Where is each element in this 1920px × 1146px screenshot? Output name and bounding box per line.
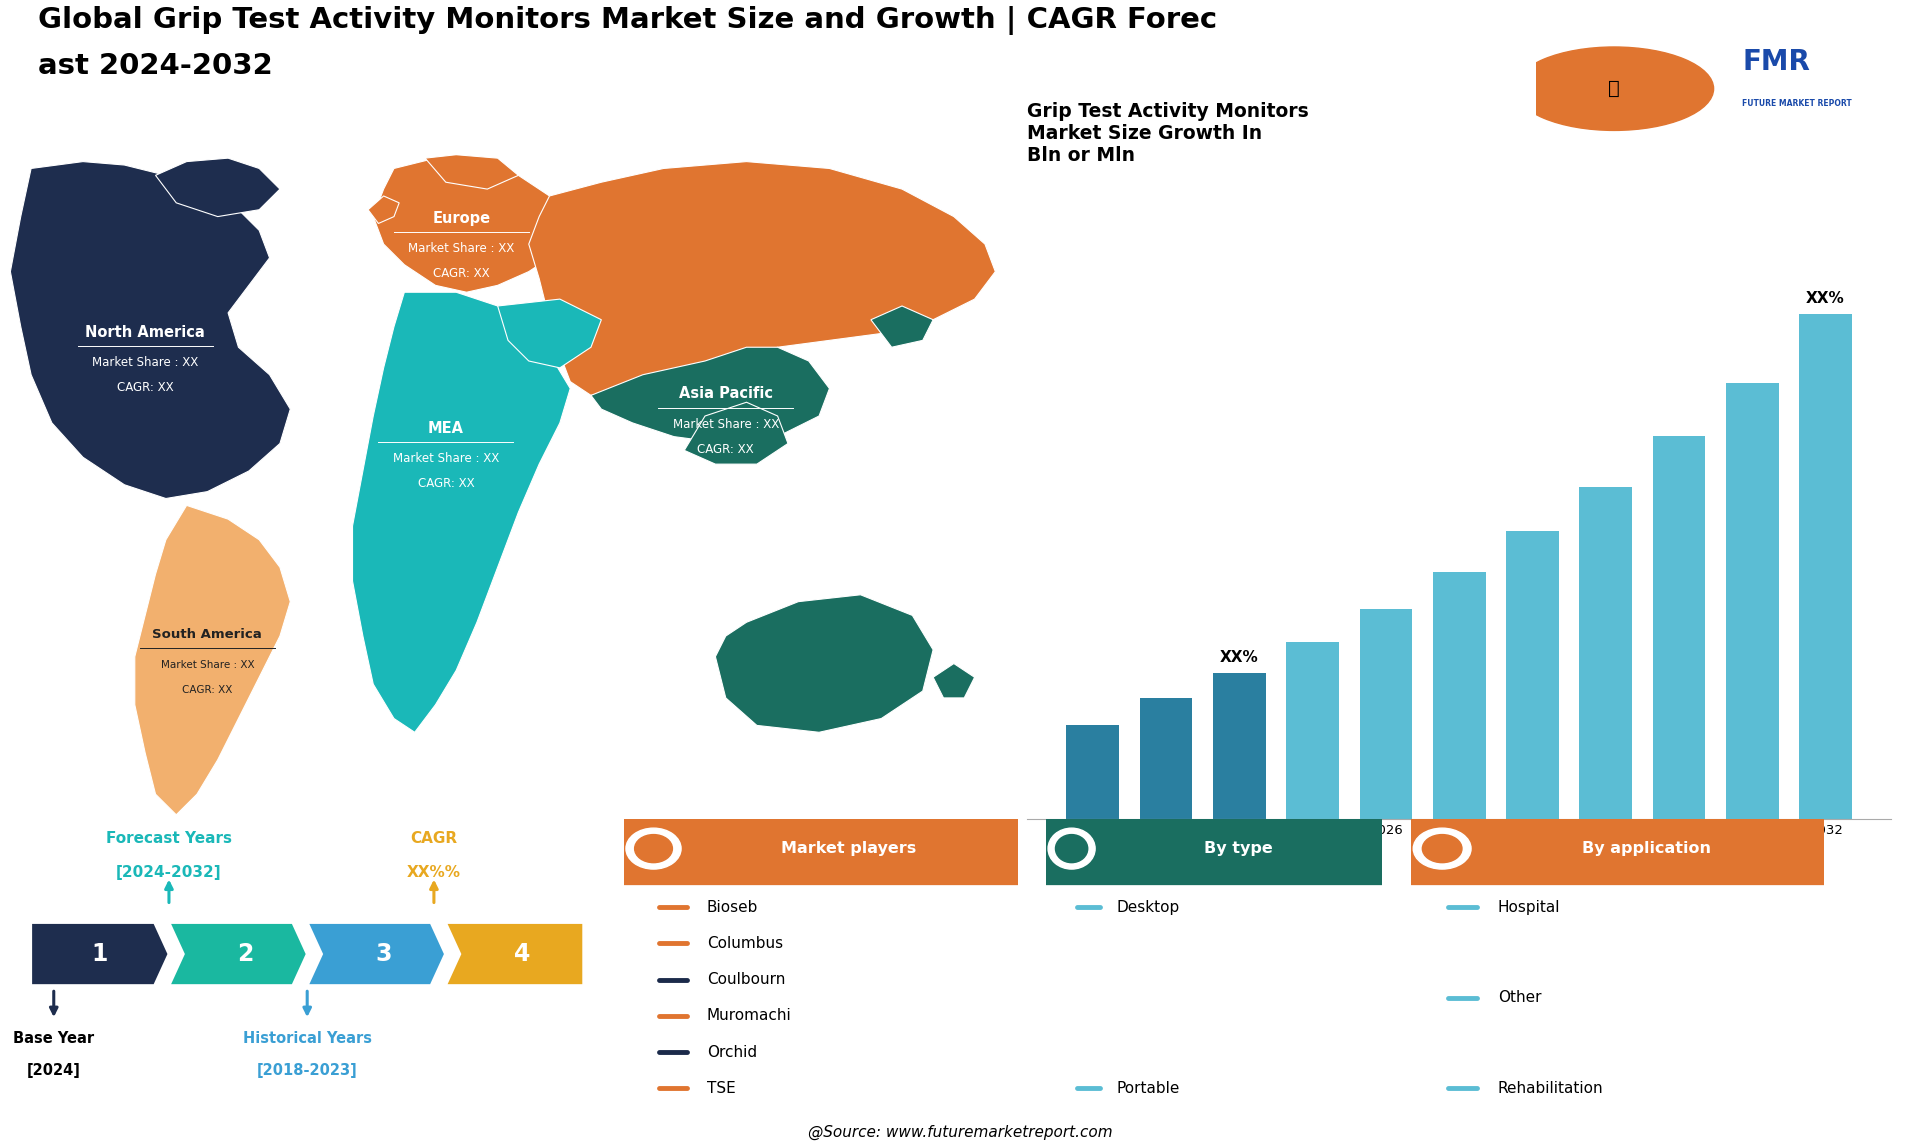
Text: TSE: TSE — [707, 1081, 735, 1096]
Bar — [1505, 531, 1559, 819]
FancyBboxPatch shape — [1402, 813, 1834, 885]
Polygon shape — [31, 923, 169, 986]
Text: Base Year: Base Year — [13, 1031, 94, 1046]
Circle shape — [626, 829, 682, 869]
Polygon shape — [307, 923, 445, 986]
Circle shape — [636, 834, 672, 863]
Polygon shape — [424, 155, 518, 189]
Polygon shape — [528, 162, 995, 395]
Text: [2024-2032]: [2024-2032] — [115, 865, 223, 880]
Text: XX%%: XX%% — [407, 865, 461, 880]
Text: 3: 3 — [374, 942, 392, 966]
Text: XX%: XX% — [1807, 291, 1845, 306]
Polygon shape — [684, 402, 787, 464]
Text: Muromachi: Muromachi — [707, 1008, 791, 1023]
Text: 4: 4 — [513, 942, 530, 966]
Text: Market players: Market players — [781, 841, 916, 856]
Text: ast 2024-2032: ast 2024-2032 — [38, 52, 273, 79]
Polygon shape — [169, 923, 307, 986]
Text: By application: By application — [1582, 841, 1711, 856]
FancyBboxPatch shape — [620, 878, 1021, 1115]
Text: North America: North America — [84, 324, 205, 339]
FancyBboxPatch shape — [614, 813, 1027, 885]
Polygon shape — [372, 158, 570, 292]
Text: Europe: Europe — [432, 211, 490, 226]
Text: Market Share : XX: Market Share : XX — [409, 243, 515, 256]
Text: Asia Pacific: Asia Pacific — [680, 386, 772, 401]
Bar — [1140, 698, 1192, 819]
Text: FUTURE MARKET REPORT: FUTURE MARKET REPORT — [1741, 99, 1851, 108]
Bar — [1799, 314, 1853, 819]
Text: Historical Years: Historical Years — [242, 1031, 372, 1046]
Bar — [1286, 642, 1338, 819]
Text: CAGR: XX: CAGR: XX — [182, 684, 232, 694]
Text: Market Share : XX: Market Share : XX — [672, 418, 780, 431]
Text: Market Share : XX: Market Share : XX — [394, 453, 499, 465]
Text: CAGR: CAGR — [411, 831, 457, 846]
Text: Bioseb: Bioseb — [707, 900, 758, 915]
Text: Orchid: Orchid — [707, 1044, 756, 1060]
Text: Market Share : XX: Market Share : XX — [161, 660, 253, 670]
Polygon shape — [872, 306, 933, 347]
Text: By type: By type — [1204, 841, 1273, 856]
Bar — [1653, 437, 1705, 819]
Text: Grip Test Activity Monitors
Market Size Growth In
Bln or Mln: Grip Test Activity Monitors Market Size … — [1027, 102, 1309, 165]
Circle shape — [1056, 834, 1089, 863]
Circle shape — [1048, 829, 1094, 869]
Polygon shape — [353, 292, 570, 732]
Bar — [1580, 487, 1632, 819]
Text: Portable: Portable — [1117, 1081, 1181, 1096]
Text: Market Share : XX: Market Share : XX — [92, 356, 198, 369]
Bar — [1066, 724, 1119, 819]
Text: CAGR: XX: CAGR: XX — [417, 477, 474, 489]
Polygon shape — [445, 923, 584, 986]
Circle shape — [1413, 829, 1471, 869]
Polygon shape — [134, 505, 290, 815]
Text: 🔭: 🔭 — [1609, 79, 1620, 99]
Polygon shape — [497, 299, 601, 368]
Text: MEA: MEA — [428, 421, 465, 435]
Polygon shape — [10, 162, 290, 499]
Text: Rehabilitation: Rehabilitation — [1498, 1081, 1603, 1096]
FancyBboxPatch shape — [1407, 878, 1828, 1115]
Text: FMR: FMR — [1741, 48, 1811, 76]
Text: Coulbourn: Coulbourn — [707, 972, 785, 987]
FancyBboxPatch shape — [1523, 11, 1905, 172]
Text: [2018-2023]: [2018-2023] — [257, 1063, 357, 1078]
Text: 1: 1 — [92, 942, 108, 966]
Text: @Source: www.futuremarketreport.com: @Source: www.futuremarketreport.com — [808, 1125, 1112, 1140]
Polygon shape — [716, 595, 933, 732]
Text: Other: Other — [1498, 990, 1542, 1005]
Circle shape — [1423, 834, 1461, 863]
Polygon shape — [156, 158, 280, 217]
Polygon shape — [369, 196, 399, 223]
Bar — [1359, 610, 1413, 819]
FancyBboxPatch shape — [1039, 813, 1390, 885]
Bar — [1432, 572, 1486, 819]
Text: XX%: XX% — [1219, 650, 1260, 666]
Text: Forecast Years: Forecast Years — [106, 831, 232, 846]
Text: Global Grip Test Activity Monitors Market Size and Growth | CAGR Forec: Global Grip Test Activity Monitors Marke… — [38, 6, 1217, 34]
Text: [2024]: [2024] — [27, 1063, 81, 1078]
Text: CAGR: XX: CAGR: XX — [117, 380, 173, 393]
FancyBboxPatch shape — [1043, 878, 1386, 1115]
Polygon shape — [933, 664, 975, 698]
Text: CAGR: XX: CAGR: XX — [697, 442, 755, 455]
Text: 2: 2 — [236, 942, 253, 966]
Text: CAGR: XX: CAGR: XX — [434, 267, 490, 280]
Polygon shape — [591, 347, 829, 444]
Text: South America: South America — [152, 628, 263, 641]
Bar — [1213, 673, 1265, 819]
Circle shape — [1515, 47, 1715, 131]
Bar — [1726, 383, 1778, 819]
Text: Columbus: Columbus — [707, 936, 783, 951]
Text: Desktop: Desktop — [1117, 900, 1181, 915]
Text: Hospital: Hospital — [1498, 900, 1561, 915]
